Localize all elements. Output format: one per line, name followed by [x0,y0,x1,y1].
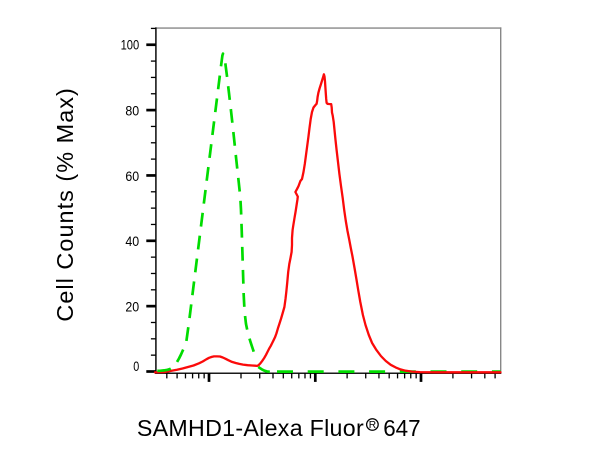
svg-text:60: 60 [125,169,139,184]
svg-text:80: 80 [125,103,139,118]
svg-text:0: 0 [133,359,139,374]
svg-text:647: 647 [383,415,420,441]
svg-text:20: 20 [125,300,139,315]
svg-text:Cell Counts (% Max): Cell Counts (% Max) [52,88,78,322]
svg-text:SAMHD1-Alexa Fluor: SAMHD1-Alexa Fluor [137,415,364,441]
svg-text:100: 100 [121,38,140,53]
svg-text:40: 40 [125,234,139,249]
svg-text:R: R [369,420,376,431]
